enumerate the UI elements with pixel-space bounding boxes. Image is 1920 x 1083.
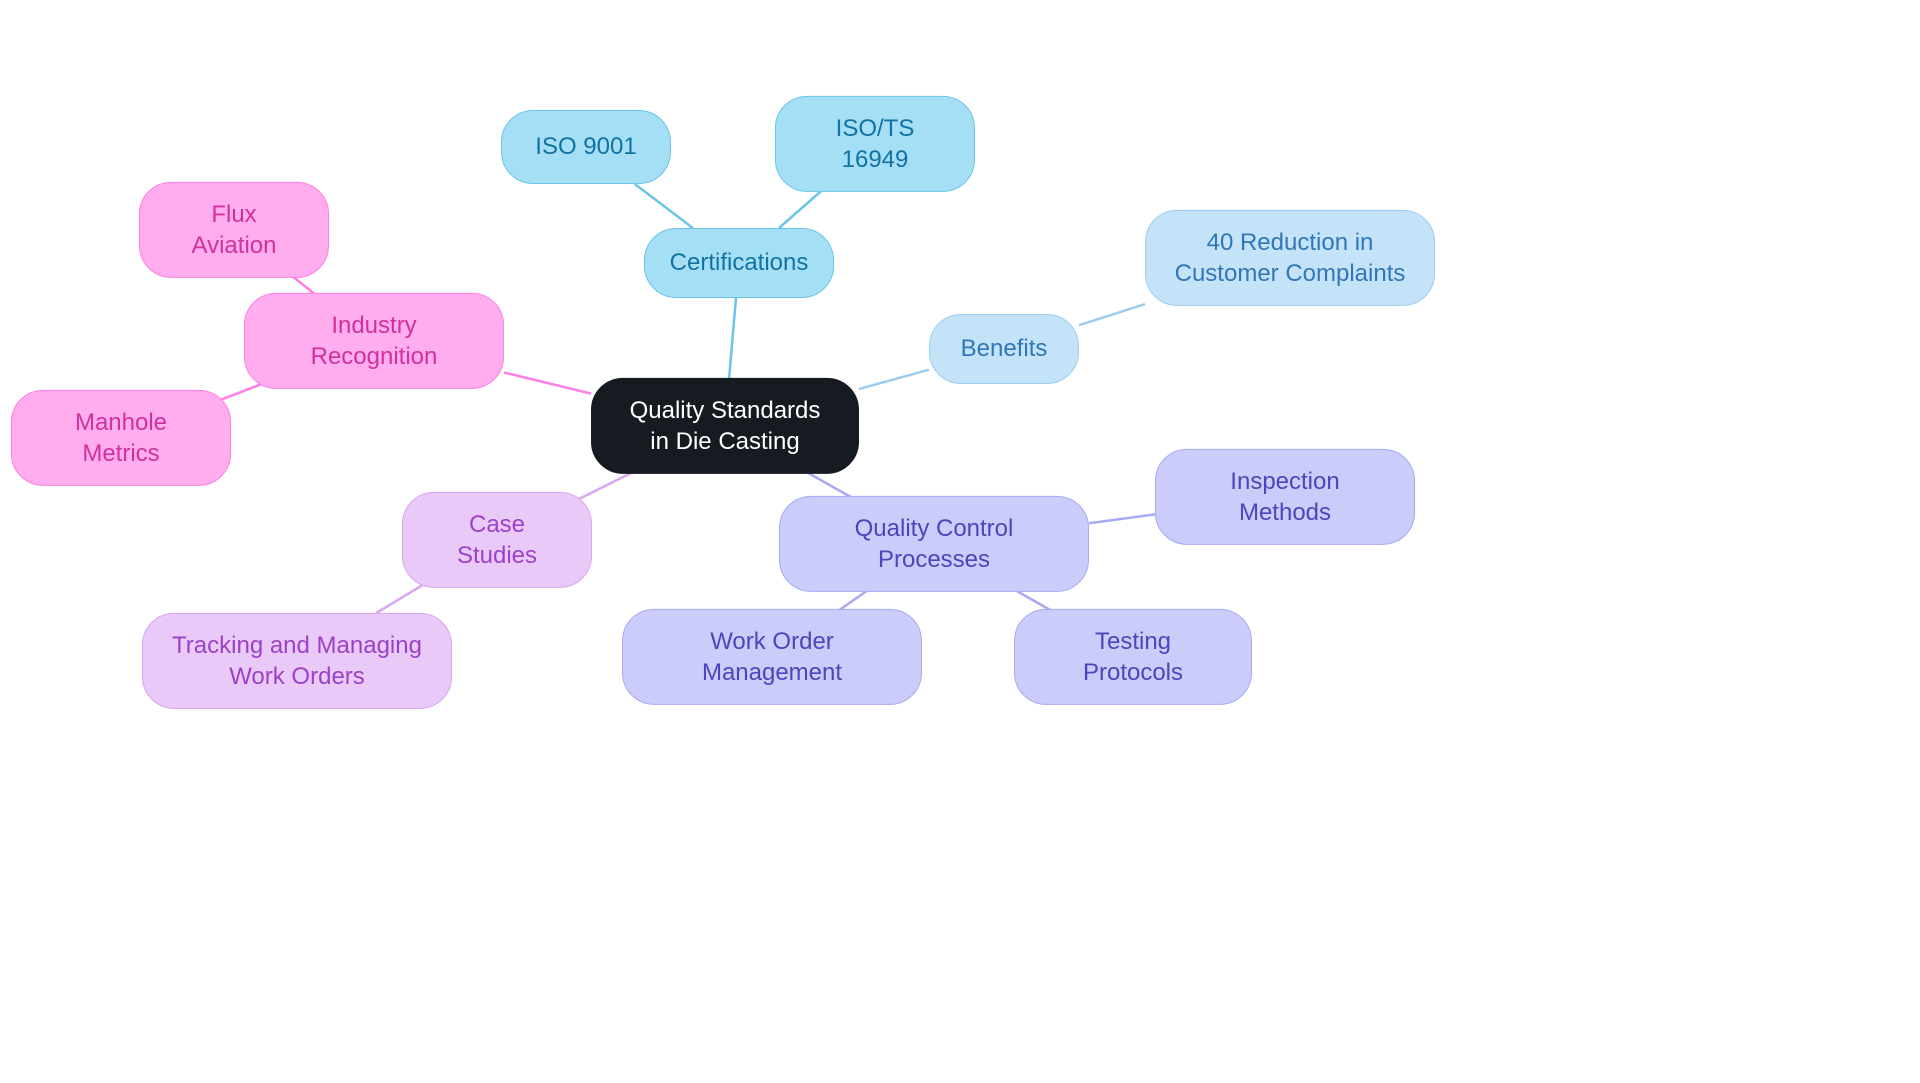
- node-label: ISO/TS 16949: [804, 113, 946, 175]
- node-tracking: Tracking and Managing Work Orders: [142, 613, 452, 709]
- node-casestudies: Case Studies: [402, 492, 592, 588]
- node-label: Benefits: [961, 333, 1048, 364]
- node-benefits: Benefits: [929, 314, 1079, 384]
- node-reduction: 40 Reduction in Customer Complaints: [1145, 210, 1435, 306]
- node-label: Case Studies: [431, 509, 563, 571]
- edge-root-benefits: [859, 370, 929, 389]
- node-manhole: Manhole Metrics: [11, 390, 231, 486]
- node-flux: Flux Aviation: [139, 182, 329, 278]
- node-label: Quality Control Processes: [808, 513, 1060, 575]
- node-label: Testing Protocols: [1043, 626, 1223, 688]
- edge-root-certifications: [729, 298, 736, 380]
- edge-root-industry: [504, 372, 591, 393]
- node-testing: Testing Protocols: [1014, 609, 1252, 705]
- node-label: Manhole Metrics: [40, 407, 202, 469]
- node-label: Inspection Methods: [1184, 466, 1386, 528]
- node-label: Industry Recognition: [273, 310, 475, 372]
- node-label: Tracking and Managing Work Orders: [171, 630, 423, 692]
- node-industry: Industry Recognition: [244, 293, 504, 389]
- edge-benefits-reduction: [1079, 304, 1145, 325]
- node-workorder: Work Order Management: [622, 609, 922, 705]
- node-isots: ISO/TS 16949: [775, 96, 975, 192]
- node-iso9001: ISO 9001: [501, 110, 671, 184]
- edge-qcp-inspection: [1089, 514, 1155, 523]
- node-inspection: Inspection Methods: [1155, 449, 1415, 545]
- node-label: Quality Standards in Die Casting: [620, 395, 830, 457]
- node-qcp: Quality Control Processes: [779, 496, 1089, 592]
- edge-certifications-iso9001: [635, 184, 693, 228]
- node-certifications: Certifications: [644, 228, 834, 298]
- node-label: Work Order Management: [651, 626, 893, 688]
- node-label: ISO 9001: [535, 131, 636, 162]
- mindmap-canvas: Quality Standards in Die Casting Certific…: [0, 0, 1920, 1083]
- node-root: Quality Standards in Die Casting: [591, 378, 859, 474]
- node-label: Flux Aviation: [168, 199, 300, 261]
- node-label: Certifications: [670, 247, 809, 278]
- node-label: 40 Reduction in Customer Complaints: [1174, 227, 1406, 289]
